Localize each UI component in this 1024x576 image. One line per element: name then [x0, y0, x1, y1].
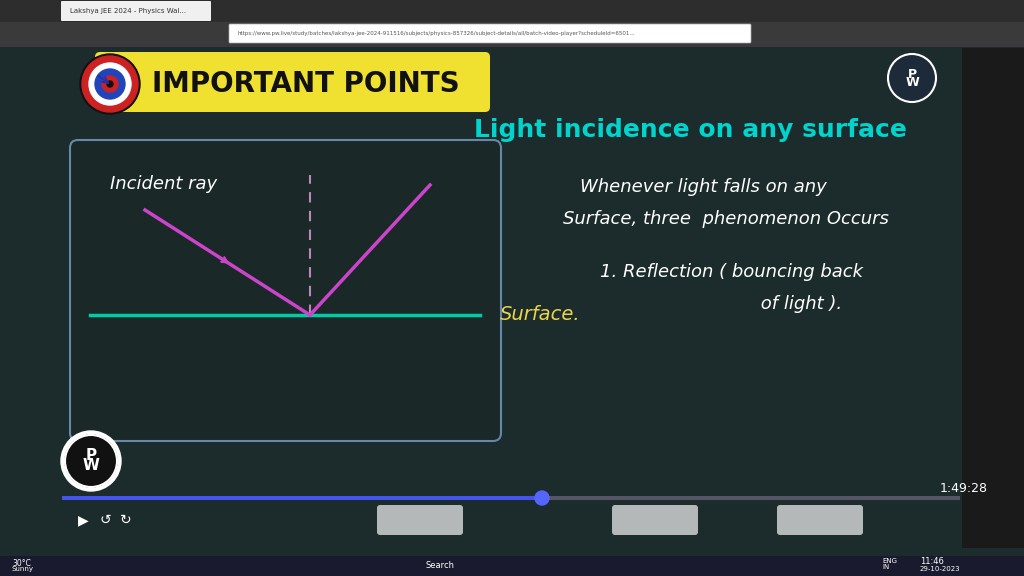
Text: Incident ray: Incident ray: [110, 175, 217, 193]
FancyBboxPatch shape: [0, 22, 1024, 47]
Circle shape: [82, 56, 138, 112]
Text: ↻: ↻: [120, 513, 132, 527]
Circle shape: [61, 431, 121, 491]
FancyBboxPatch shape: [62, 496, 542, 500]
Text: Surface.: Surface.: [500, 305, 581, 324]
Text: 29-10-2023: 29-10-2023: [920, 566, 961, 572]
Text: P: P: [85, 448, 96, 463]
Text: 11:46: 11:46: [920, 558, 944, 567]
Text: Sunny: Sunny: [12, 566, 34, 572]
FancyBboxPatch shape: [229, 24, 751, 43]
FancyBboxPatch shape: [62, 48, 962, 548]
FancyBboxPatch shape: [95, 52, 490, 112]
Text: 30°C: 30°C: [12, 559, 31, 567]
Text: W: W: [905, 77, 919, 89]
Text: 1. Reflection ( bouncing back: 1. Reflection ( bouncing back: [600, 263, 863, 281]
FancyBboxPatch shape: [0, 556, 1024, 576]
FancyBboxPatch shape: [777, 505, 863, 535]
Text: ↺: ↺: [100, 513, 112, 527]
Circle shape: [80, 54, 140, 114]
Circle shape: [95, 69, 125, 99]
Text: Whenever light falls on any: Whenever light falls on any: [580, 178, 826, 196]
Text: Lakshya JEE 2024 - Physics Wal...: Lakshya JEE 2024 - Physics Wal...: [70, 8, 186, 14]
Circle shape: [65, 435, 117, 487]
Text: IMPORTANT POINTS: IMPORTANT POINTS: [153, 70, 460, 98]
Text: of light ).: of light ).: [640, 295, 842, 313]
FancyBboxPatch shape: [377, 505, 463, 535]
Text: Surface, three  phenomenon Occurs: Surface, three phenomenon Occurs: [563, 210, 889, 228]
Text: Search: Search: [426, 562, 455, 570]
Text: Light incidence on any surface: Light incidence on any surface: [473, 118, 906, 142]
Text: W: W: [83, 458, 99, 473]
Circle shape: [535, 491, 549, 505]
Text: https://www.pw.live/study/batches/lakshya-jee-2024-911516/subjects/physics-85732: https://www.pw.live/study/batches/lakshy…: [238, 31, 636, 36]
FancyBboxPatch shape: [612, 505, 698, 535]
FancyBboxPatch shape: [0, 0, 1024, 22]
Circle shape: [102, 76, 118, 92]
Circle shape: [89, 63, 131, 105]
Text: P: P: [907, 69, 916, 81]
Circle shape: [106, 81, 113, 87]
FancyBboxPatch shape: [962, 48, 1024, 548]
FancyBboxPatch shape: [61, 1, 211, 21]
Text: IN: IN: [882, 564, 889, 570]
Text: 1:49:28: 1:49:28: [940, 482, 988, 495]
FancyBboxPatch shape: [70, 140, 501, 441]
Text: ▶: ▶: [78, 513, 89, 527]
Text: ENG: ENG: [882, 558, 897, 564]
Circle shape: [888, 54, 936, 102]
FancyBboxPatch shape: [62, 496, 961, 500]
